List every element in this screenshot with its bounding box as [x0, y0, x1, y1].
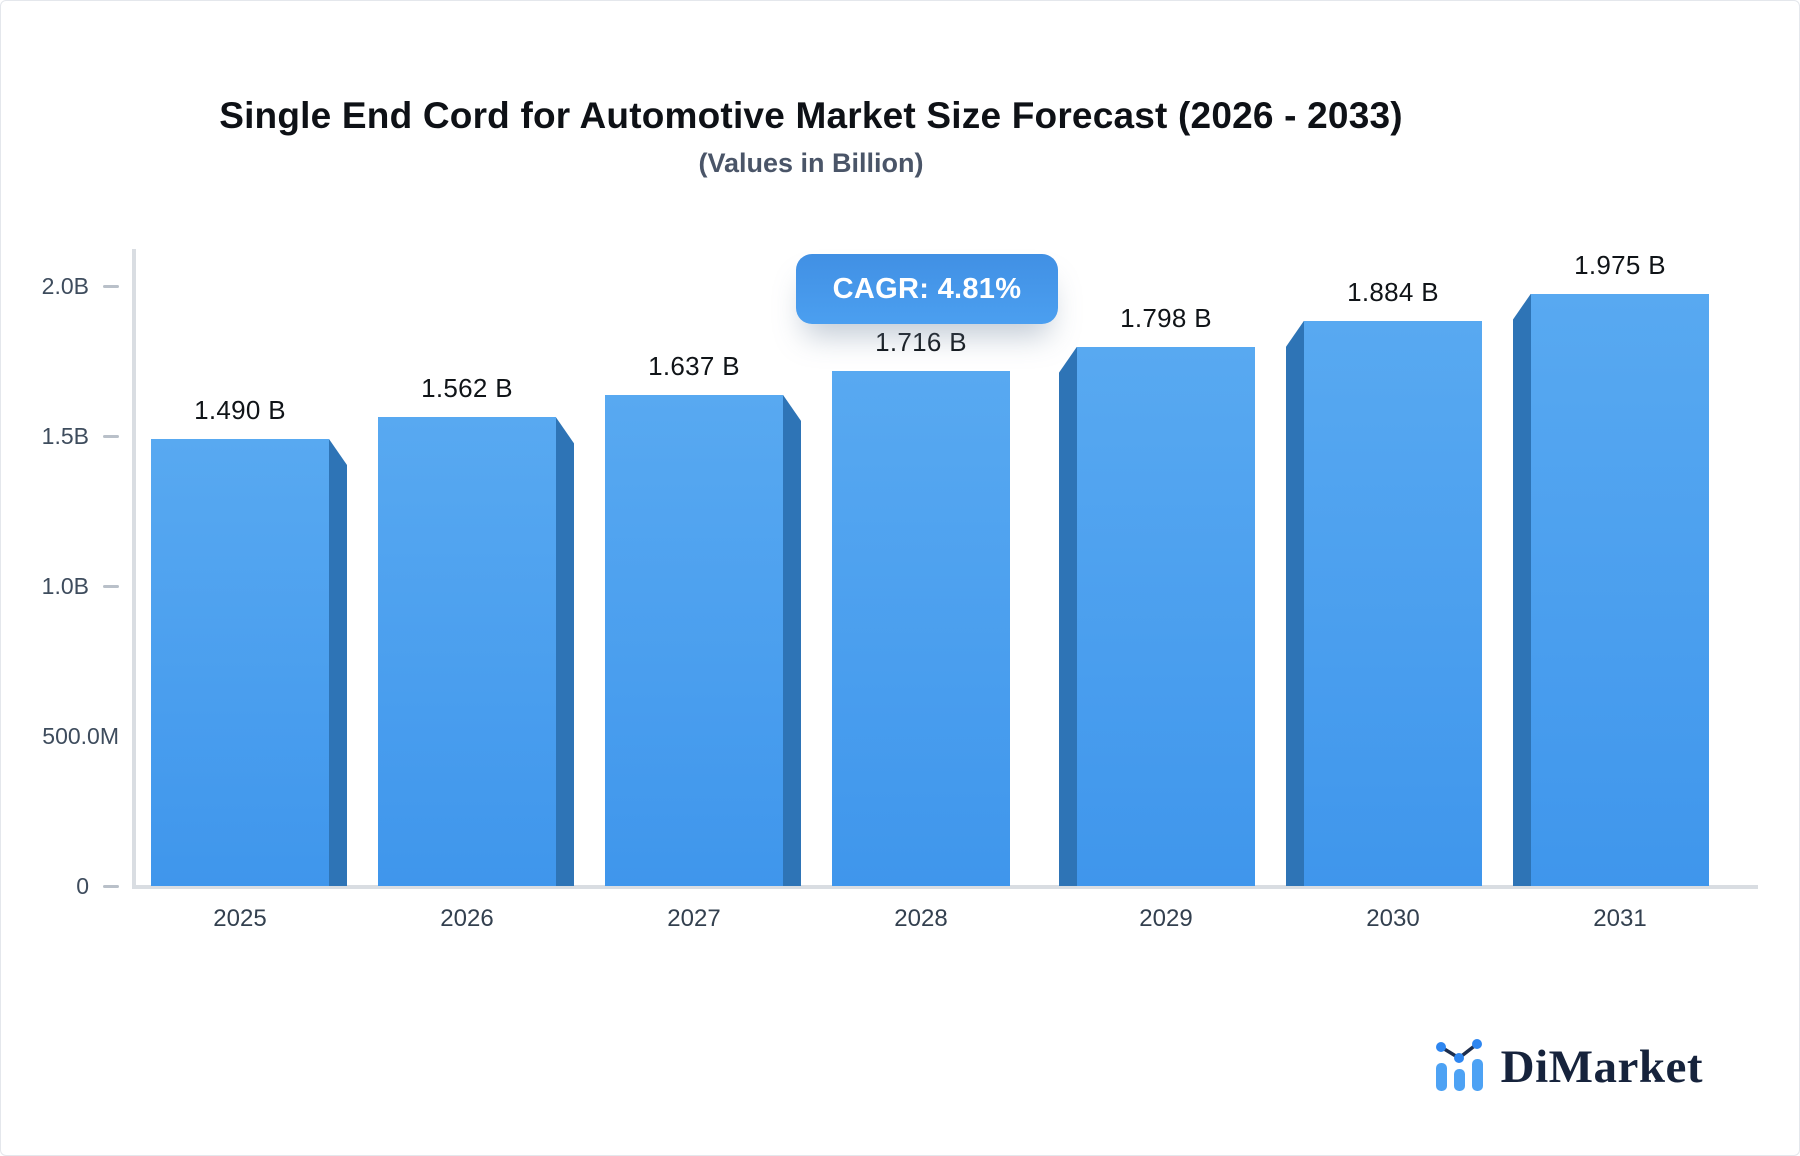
bar-2025	[151, 439, 329, 886]
y-axis-tick-mark	[103, 284, 119, 288]
x-axis-label: 2027	[667, 905, 721, 932]
bar-value-label: 1.798 B	[1120, 302, 1212, 333]
bar-2026	[378, 417, 556, 886]
bar-side-face	[1059, 346, 1077, 886]
x-axis-label: 2028	[894, 905, 948, 932]
y-axis-tick-mark	[103, 884, 119, 888]
bar-side-face	[329, 439, 347, 886]
cagr-badge: CAGR: 4.81%	[796, 254, 1058, 324]
y-axis-tick-label: 0	[76, 872, 89, 899]
bar-2031	[1531, 293, 1709, 886]
bar-2027	[605, 394, 783, 886]
y-axis-tick: 1.0B	[1, 572, 119, 600]
chart-title: Single End Cord for Automotive Market Si…	[219, 95, 1403, 136]
y-axis-tick-mark	[103, 434, 119, 438]
bar-2029	[1077, 346, 1255, 886]
x-axis-label: 2030	[1366, 905, 1420, 932]
bar-value-label: 1.490 B	[194, 395, 286, 425]
bar-value-label: 1.884 B	[1347, 276, 1439, 307]
cagr-badge-label: CAGR: 4.81%	[832, 272, 1022, 305]
x-axis-label: 2025	[213, 905, 267, 932]
bar-2030	[1304, 320, 1482, 886]
y-axis-tick-mark	[103, 584, 119, 588]
y-axis-tick-label: 500.0M	[42, 722, 119, 749]
y-axis-tick: 500.0M	[1, 722, 119, 750]
bar-value-label: 1.562 B	[421, 373, 513, 404]
logo-icon	[1435, 1039, 1483, 1091]
y-axis-tick-label: 1.5B	[41, 422, 89, 449]
y-axis-tick: 1.5B	[1, 422, 119, 450]
x-axis-line	[132, 885, 1758, 889]
bar-value-label: 1.637 B	[648, 350, 740, 381]
y-axis-line	[132, 249, 136, 889]
x-axis-label: 2029	[1139, 905, 1193, 932]
brand-logo: DiMarket	[1431, 1037, 1703, 1097]
bar-side-face	[1286, 320, 1304, 886]
x-axis-label: 2031	[1593, 905, 1647, 932]
bar-side-face	[783, 394, 801, 886]
y-axis-tick: 0	[1, 872, 119, 900]
y-axis-tick-label: 1.0B	[41, 572, 89, 599]
y-axis-tick-label: 2.0B	[41, 272, 89, 299]
bar-value-label: 1.716 B	[875, 327, 967, 358]
bar-side-face	[1513, 293, 1531, 886]
chart-subtitle: (Values in Billion)	[698, 148, 924, 178]
bar-value-label: 1.975 B	[1574, 249, 1666, 280]
bar-side-face	[556, 417, 574, 886]
y-axis-tick: 2.0B	[1, 272, 119, 300]
x-axis-label: 2026	[440, 905, 494, 932]
logo-text: DiMarket	[1500, 1041, 1703, 1093]
bar-2028	[832, 371, 1010, 886]
